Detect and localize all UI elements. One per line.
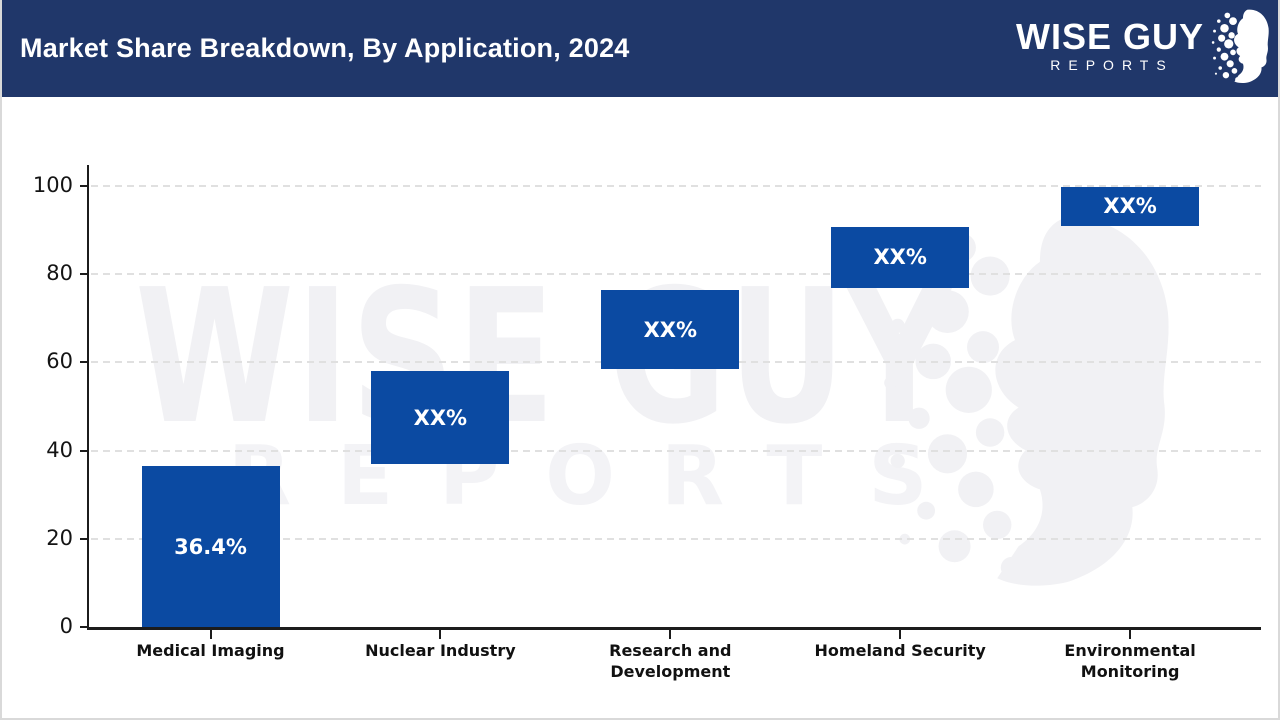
- gridline: [91, 537, 1261, 540]
- bar-nuclear-industry: XX%: [371, 371, 510, 465]
- y-axis-tick: [80, 626, 89, 628]
- bar-research-and-development: XX%: [601, 290, 740, 369]
- y-axis-tick: [80, 537, 89, 540]
- y-axis-tick-label: 20: [46, 525, 73, 550]
- y-axis-tick-label: 80: [46, 261, 73, 286]
- bar-value-label: XX%: [873, 245, 927, 270]
- gridline: [91, 449, 1261, 452]
- bar-value-label: XX%: [1103, 194, 1157, 219]
- wiseguy-logo-text: WISE GUY REPORTS: [1015, 16, 1204, 74]
- x-axis-tick: [1129, 630, 1132, 639]
- y-axis-tick-label: 60: [46, 349, 73, 374]
- bar-value-label: XX%: [643, 317, 698, 342]
- x-axis-tick: [899, 630, 902, 639]
- x-category-label-medical-imaging: Medical Imaging: [136, 641, 285, 660]
- gridline: [91, 273, 1261, 276]
- header-bar: Market Share Breakdown, By Application, …: [0, 0, 1280, 97]
- y-axis-tick-label: 0: [59, 614, 73, 638]
- bar-value-label: 36.4%: [174, 534, 247, 559]
- x-axis-tick: [209, 630, 212, 639]
- bar-value-label: XX%: [413, 405, 468, 430]
- x-category-label-environmental-monitoring: Environmental Monitoring: [1064, 641, 1196, 681]
- y-axis-tick: [80, 185, 89, 187]
- x-category-label-homeland-security: Homeland Security: [814, 641, 986, 660]
- x-axis-tick: [669, 630, 672, 639]
- watermark-subtitle: REPORTS: [228, 429, 974, 524]
- y-axis-line: [87, 165, 89, 630]
- x-axis-line: [87, 627, 1261, 630]
- logo-subtitle: REPORTS: [1050, 57, 1174, 73]
- watermark-wordmark: WISE GUY: [135, 249, 954, 465]
- y-axis-tick: [80, 273, 89, 276]
- bar-homeland-security: XX%: [831, 227, 970, 288]
- y-axis-tick: [80, 361, 89, 364]
- x-category-label-nuclear-industry: Nuclear Industry: [365, 641, 516, 660]
- bar-environmental-monitoring: XX%: [1061, 186, 1200, 227]
- gridline: [91, 185, 1261, 187]
- x-axis-tick: [439, 630, 442, 639]
- wiseguy-logo: WISE GUY REPORTS: [1016, 6, 1270, 86]
- logo-wordmark: WISE GUY: [1015, 16, 1204, 57]
- y-axis-tick-label: 100: [32, 173, 73, 197]
- y-axis-tick-label: 40: [46, 437, 73, 462]
- bar-medical-imaging: 36.4%: [141, 466, 280, 627]
- y-axis-tick: [80, 449, 89, 452]
- x-category-label-research-and-development: Research and Development: [609, 641, 732, 681]
- dotted-face-icon: [1206, 6, 1270, 86]
- page-title: Market Share Breakdown, By Application, …: [20, 33, 630, 63]
